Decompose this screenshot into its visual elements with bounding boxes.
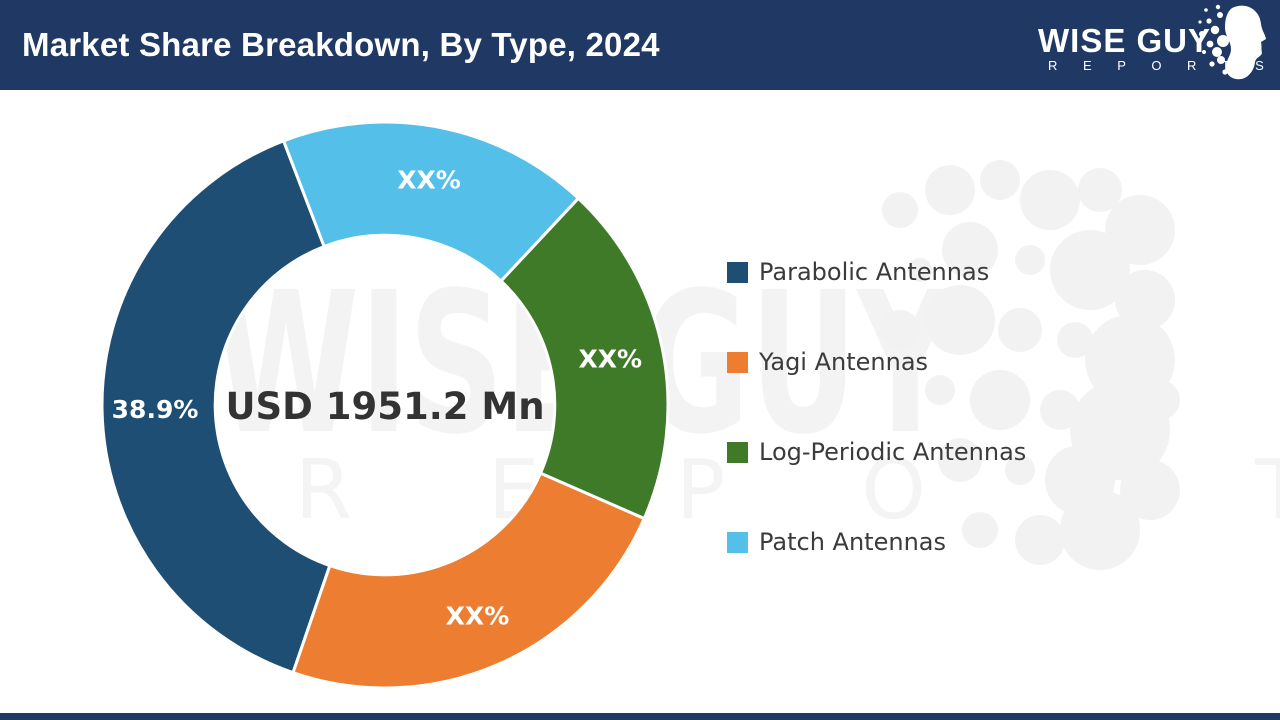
watermark-head-icon	[880, 160, 1180, 570]
logo-wordmark: WISE GUY	[1038, 22, 1212, 59]
donut-segment-1	[291, 471, 647, 690]
legend-label: Parabolic Antennas	[759, 258, 990, 286]
segment-value-label: XX%	[397, 165, 461, 194]
donut-segment-0	[100, 138, 332, 675]
donut-segment-2	[498, 196, 670, 521]
chart-center-value: USD 1951.2 Mn	[225, 385, 545, 428]
donut-segment-3	[281, 120, 581, 284]
legend-swatch-icon	[727, 351, 748, 373]
legend-item-log-periodic: Log-Periodic Antennas	[727, 435, 1026, 469]
brand-logo: WISE GUY R E P O R T S	[1016, 2, 1266, 88]
donut-chart: 38.9% XX% XX% XX%	[100, 120, 670, 690]
segment-value-label: 38.9%	[112, 395, 199, 424]
segment-value-label: XX%	[446, 602, 510, 631]
legend-label: Log-Periodic Antennas	[759, 438, 1027, 466]
legend-item-patch: Patch Antennas	[727, 525, 1026, 559]
segment-value-label: XX%	[578, 345, 642, 374]
logo-head-icon	[1198, 4, 1266, 80]
legend-item-parabolic: Parabolic Antennas	[727, 255, 1026, 289]
logo-subtitle: R E P O R T S	[1048, 58, 1275, 73]
header-bar: Market Share Breakdown, By Type, 2024 WI…	[0, 0, 1280, 90]
page-title: Market Share Breakdown, By Type, 2024	[22, 26, 660, 63]
footer-bar	[0, 713, 1280, 720]
legend-label: Patch Antennas	[759, 528, 946, 556]
legend-item-yagi: Yagi Antennas	[727, 345, 1026, 379]
chart-legend: Parabolic Antennas Yagi Antennas Log-Per…	[727, 255, 1026, 559]
legend-label: Yagi Antennas	[759, 348, 929, 376]
legend-swatch-icon	[727, 261, 748, 283]
legend-swatch-icon	[727, 531, 748, 553]
legend-swatch-icon	[727, 441, 748, 463]
